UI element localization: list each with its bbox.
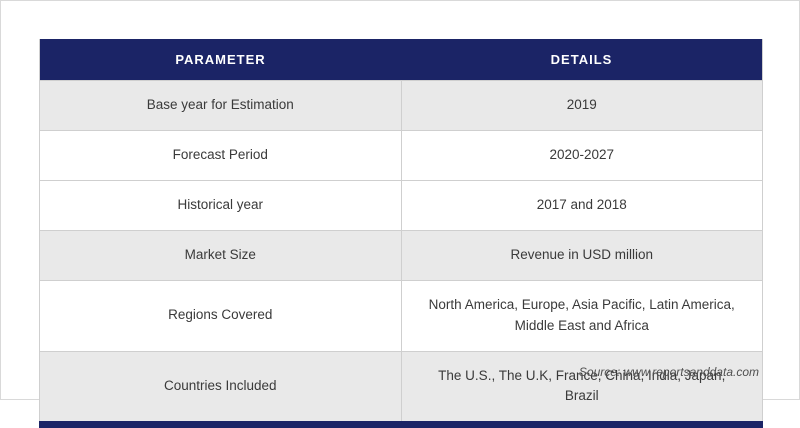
parameter-cell: Forecast Period (39, 129, 401, 181)
details-cell: North America, Europe, Asia Pacific, Lat… (400, 279, 763, 352)
header-parameter: PARAMETER (39, 39, 401, 81)
table-row-countries-included: Countries Included The U.S., The U.K, Fr… (39, 350, 763, 422)
parameter-cell: Market Size (39, 229, 401, 281)
details-cell: 2019 (400, 80, 763, 131)
table-header-row: PARAMETER DETAILS (39, 39, 763, 81)
table-row-historical-year: Historical year 2017 and 2018 (39, 179, 763, 231)
parameter-cell: Regions Covered (39, 279, 401, 352)
details-cell: 2020-2027 (400, 129, 763, 181)
details-cell: 2017 and 2018 (400, 179, 763, 231)
table-row-forecast-period: Forecast Period 2020-2027 (39, 129, 763, 181)
header-details: DETAILS (401, 39, 763, 81)
parameter-cell: Base year for Estimation (39, 80, 401, 131)
table-row-base-year: Base year for Estimation 2019 (39, 80, 763, 131)
parameter-cell: Historical year (39, 179, 401, 231)
table-row-regions-covered: Regions Covered North America, Europe, A… (39, 279, 763, 352)
table-bottom-accent-bar (39, 421, 763, 428)
table-row-market-size: Market Size Revenue in USD million (39, 229, 763, 281)
source-citation: Source: www.reportsanddata.com (578, 365, 759, 379)
details-cell: The U.S., The U.K, France, China, India,… (400, 350, 763, 422)
parameter-cell: Countries Included (39, 350, 401, 422)
details-cell: Revenue in USD million (400, 229, 763, 281)
